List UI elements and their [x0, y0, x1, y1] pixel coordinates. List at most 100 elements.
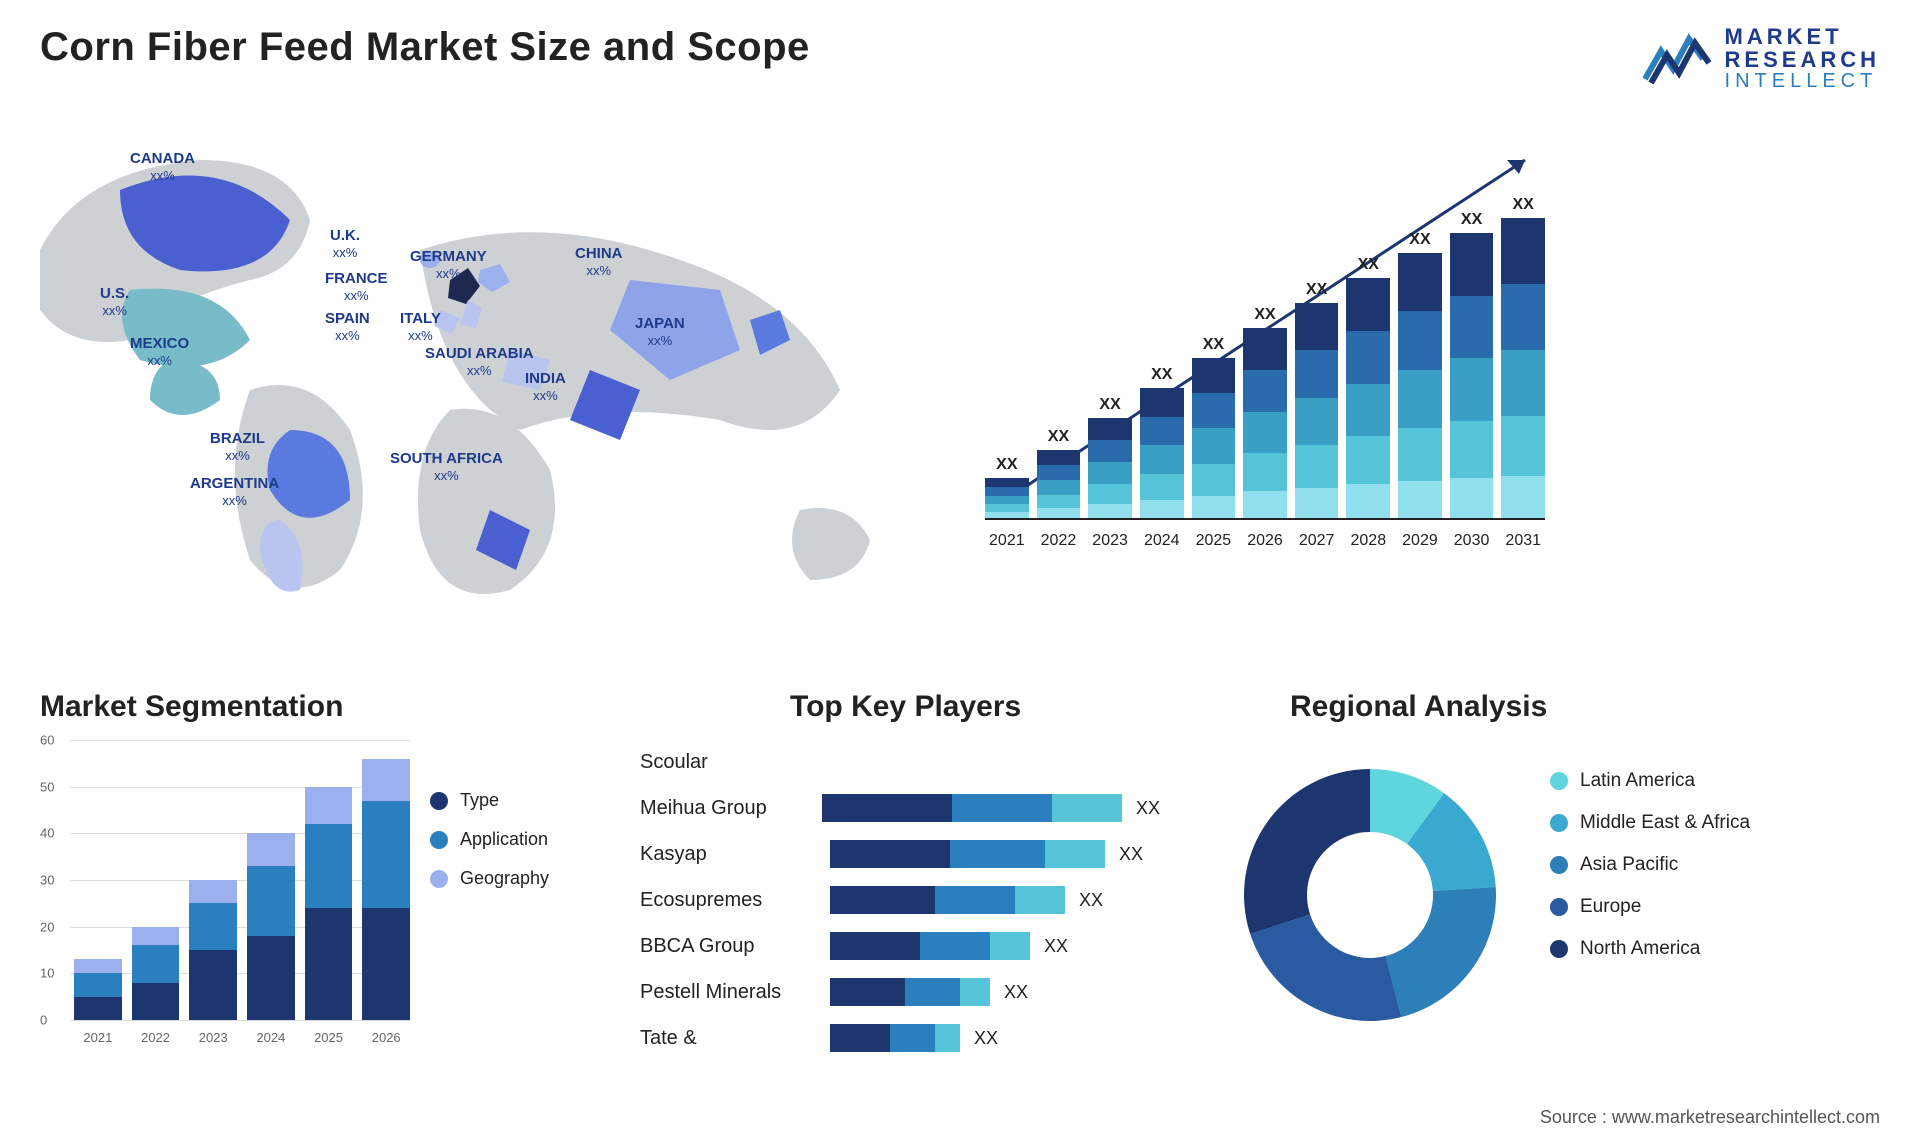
main-bar-2023: XX	[1088, 396, 1132, 518]
main-year-label: 2025	[1192, 532, 1236, 550]
main-bar-value: XX	[1409, 231, 1430, 249]
main-bar-2031: XX	[1501, 196, 1545, 518]
seg-ytick: 10	[40, 966, 54, 981]
main-year-label: 2029	[1398, 532, 1442, 550]
kp-value: XX	[1004, 982, 1028, 1003]
main-bar-value: XX	[1513, 196, 1534, 214]
seg-xtick: 2023	[189, 1030, 237, 1045]
segmentation-title: Market Segmentation	[40, 690, 343, 724]
main-bar-2025: XX	[1192, 336, 1236, 518]
keyplayers-chart: ScoularMeihua GroupXXKasyapXXEcosupremes…	[640, 745, 1160, 1067]
map-label-mexico: MEXICOxx%	[130, 335, 189, 370]
main-year-label: 2023	[1088, 532, 1132, 550]
kp-value: XX	[1079, 890, 1103, 911]
regional-legend: Latin America Middle East & Africa Asia Pa…	[1550, 770, 1750, 980]
regional-title: Regional Analysis	[1290, 690, 1547, 724]
main-bar-2022: XX	[1037, 428, 1081, 518]
seg-ytick: 50	[40, 779, 54, 794]
main-bar-value: XX	[1358, 256, 1379, 274]
logo-line1: MARKET	[1725, 25, 1880, 48]
kp-row: Scoular	[640, 745, 1160, 779]
main-year-label: 2031	[1501, 532, 1545, 550]
donut-slice	[1250, 914, 1401, 1021]
seg-bar-2022	[132, 927, 180, 1020]
kp-row: Ecosupremes XX	[640, 883, 1160, 917]
main-year-label: 2024	[1140, 532, 1184, 550]
main-bar-value: XX	[1254, 306, 1275, 324]
kp-label: Ecosupremes	[640, 889, 830, 912]
seg-ytick: 60	[40, 733, 54, 748]
seg-bar-2023	[189, 880, 237, 1020]
map-label-italy: ITALYxx%	[400, 310, 441, 345]
kp-value: XX	[1044, 936, 1068, 957]
map-label-france: FRANCExx%	[325, 270, 388, 305]
map-label-brazil: BRAZILxx%	[210, 430, 265, 465]
source-label: Source : www.marketresearchintellect.com	[1540, 1107, 1880, 1128]
main-bar-2030: XX	[1450, 211, 1494, 518]
segmentation-legend: Type Application Geography	[430, 790, 549, 907]
main-bar-value: XX	[1306, 281, 1327, 299]
main-year-label: 2022	[1037, 532, 1081, 550]
map-label-uk: U.K.xx%	[330, 227, 360, 262]
donut-slice	[1386, 887, 1496, 1017]
seg-xtick: 2021	[74, 1030, 122, 1045]
kp-row: Meihua Group XX	[640, 791, 1160, 825]
seg-bar-2024	[247, 833, 295, 1020]
main-bar-chart: XX XX XX XX XX XX XX XX XX XX XX 2021 2022 2023 2024 2…	[985, 130, 1545, 560]
map-label-southafrica: SOUTH AFRICAxx%	[390, 450, 503, 485]
kp-label: Tate &	[640, 1027, 830, 1050]
seg-xtick: 2026	[362, 1030, 410, 1045]
main-bar-value: XX	[1151, 366, 1172, 384]
kp-row: Pestell Minerals XX	[640, 975, 1160, 1009]
map-label-japan: JAPANxx%	[635, 315, 685, 350]
regional-legend-item: Latin America	[1550, 770, 1750, 792]
seg-legend-item: Type	[430, 790, 549, 811]
logo-line3: INTELLECT	[1725, 71, 1880, 92]
regional-legend-item: Middle East & Africa	[1550, 812, 1750, 834]
donut-slice	[1244, 769, 1370, 934]
kp-label: BBCA Group	[640, 935, 830, 958]
main-bar-value: XX	[1461, 211, 1482, 229]
map-label-india: INDIAxx%	[525, 370, 566, 405]
seg-ytick: 40	[40, 826, 54, 841]
keyplayers-title: Top Key Players	[790, 690, 1021, 724]
kp-label: Kasyap	[640, 843, 830, 866]
map-label-china: CHINAxx%	[575, 245, 623, 280]
kp-row: Tate & XX	[640, 1021, 1160, 1055]
seg-xtick: 2022	[132, 1030, 180, 1045]
regional-legend-item: Europe	[1550, 896, 1750, 918]
main-bar-value: XX	[1203, 336, 1224, 354]
kp-value: XX	[1119, 844, 1143, 865]
main-year-label: 2026	[1243, 532, 1287, 550]
main-bar-2028: XX	[1346, 256, 1390, 518]
regional-legend-item: Asia Pacific	[1550, 854, 1750, 876]
main-year-label: 2030	[1450, 532, 1494, 550]
map-label-germany: GERMANYxx%	[410, 248, 487, 283]
kp-label: Pestell Minerals	[640, 981, 830, 1004]
kp-row: Kasyap XX	[640, 837, 1160, 871]
world-map: CANADAxx%U.S.xx%MEXICOxx%BRAZILxx%ARGENT…	[30, 130, 930, 630]
logo-icon	[1643, 29, 1713, 89]
seg-ytick: 30	[40, 873, 54, 888]
regional-donut	[1230, 755, 1510, 1035]
segmentation-chart: 0102030405060 202120222023202420252026	[40, 740, 410, 1050]
seg-ytick: 20	[40, 919, 54, 934]
kp-label: Meihua Group	[640, 797, 822, 820]
page-title: Corn Fiber Feed Market Size and Scope	[40, 25, 810, 70]
main-bar-2026: XX	[1243, 306, 1287, 518]
kp-value: XX	[1136, 798, 1160, 819]
seg-legend-item: Geography	[430, 868, 549, 889]
map-label-spain: SPAINxx%	[325, 310, 370, 345]
kp-value: XX	[974, 1028, 998, 1049]
seg-bar-2026	[362, 759, 410, 1020]
regional-legend-item: North America	[1550, 938, 1750, 960]
main-bar-2027: XX	[1295, 281, 1339, 518]
main-bar-value: XX	[1048, 428, 1069, 446]
main-year-label: 2021	[985, 532, 1029, 550]
seg-legend-item: Application	[430, 829, 549, 850]
seg-ytick: 0	[40, 1013, 47, 1028]
main-bar-2024: XX	[1140, 366, 1184, 518]
kp-label: Scoular	[640, 751, 830, 774]
main-bar-value: XX	[996, 456, 1017, 474]
map-label-us: U.S.xx%	[100, 285, 129, 320]
